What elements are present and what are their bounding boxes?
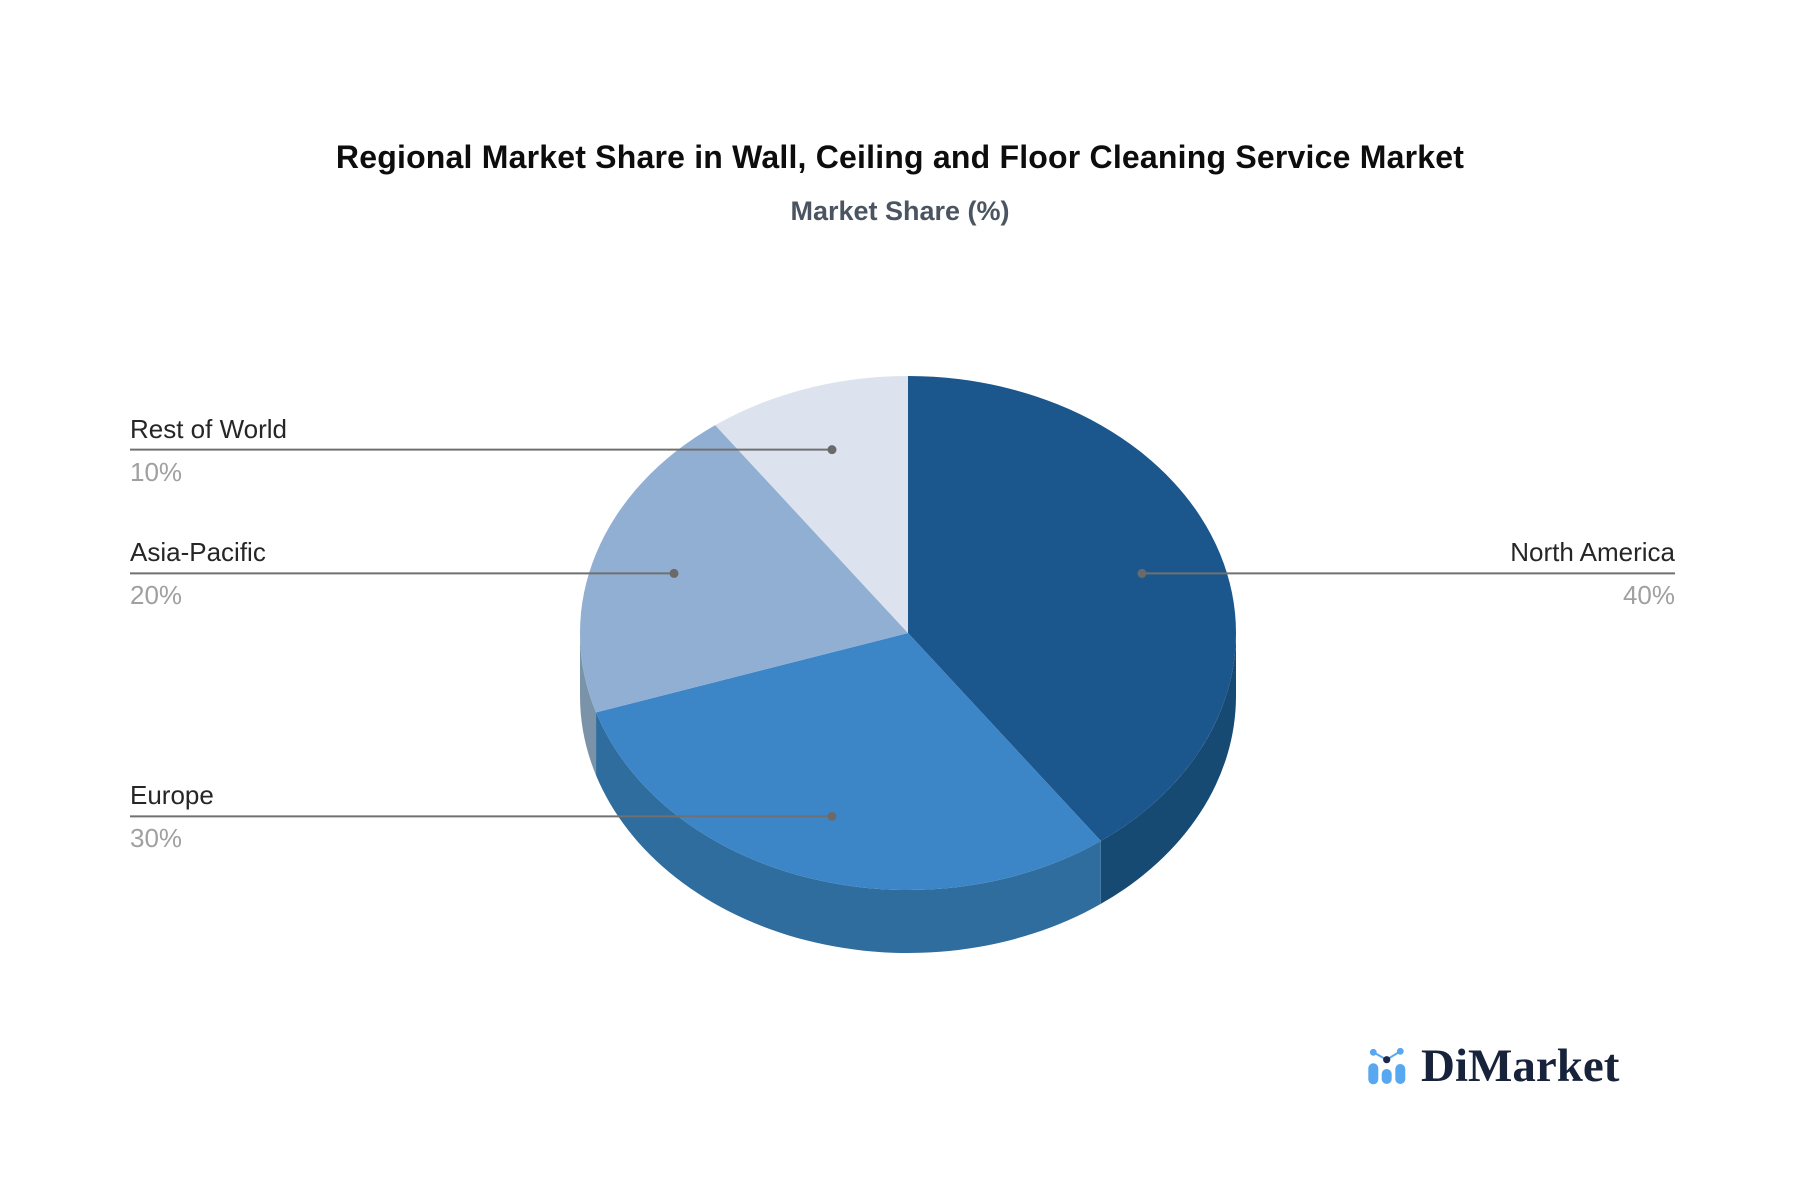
- leader-dot-north-america: [1137, 568, 1147, 578]
- pie-slice-asia-pacific[interactable]: [579, 425, 908, 713]
- callout-label: Asia-Pacific: [130, 537, 266, 568]
- pie-slice-europe[interactable]: [596, 633, 1101, 890]
- callout-asia-pacific: Asia-Pacific 20%: [130, 537, 266, 610]
- callout-north-america: North America 40%: [1510, 537, 1675, 610]
- leader-dot-rest-of-world: [827, 445, 837, 455]
- callout-europe: Europe 30%: [130, 780, 214, 853]
- callout-label: Europe: [130, 780, 214, 811]
- pie-slice-north-america[interactable]: [908, 376, 1236, 841]
- callout-rest-of-world: Rest of World 10%: [130, 414, 287, 487]
- chart-subtitle: Market Share (%): [790, 196, 1010, 226]
- pie-side-asia-pacific: [580, 633, 597, 776]
- callout-label: Rest of World: [130, 413, 288, 444]
- pie-slice-rest-of-world[interactable]: [715, 376, 908, 633]
- dimarket-logo: DiMarket: [1366, 1042, 1619, 1090]
- bar-chart-trend-icon: [1368, 1047, 1406, 1085]
- callout-value: 20%: [130, 580, 183, 611]
- callout-value: 40%: [1622, 580, 1675, 611]
- logo-text: DiMarket: [1421, 1040, 1620, 1092]
- chart-title: Regional Market Share in Wall, Ceiling a…: [335, 139, 1465, 175]
- pie-side-north-america: [1100, 633, 1236, 904]
- callout-label: North America: [1510, 537, 1675, 568]
- callout-value: 10%: [130, 456, 183, 487]
- pie-side-europe: [596, 712, 1101, 953]
- leader-dot-europe: [827, 811, 837, 821]
- leader-dot-asia-pacific: [669, 568, 679, 578]
- callout-value: 30%: [130, 823, 183, 854]
